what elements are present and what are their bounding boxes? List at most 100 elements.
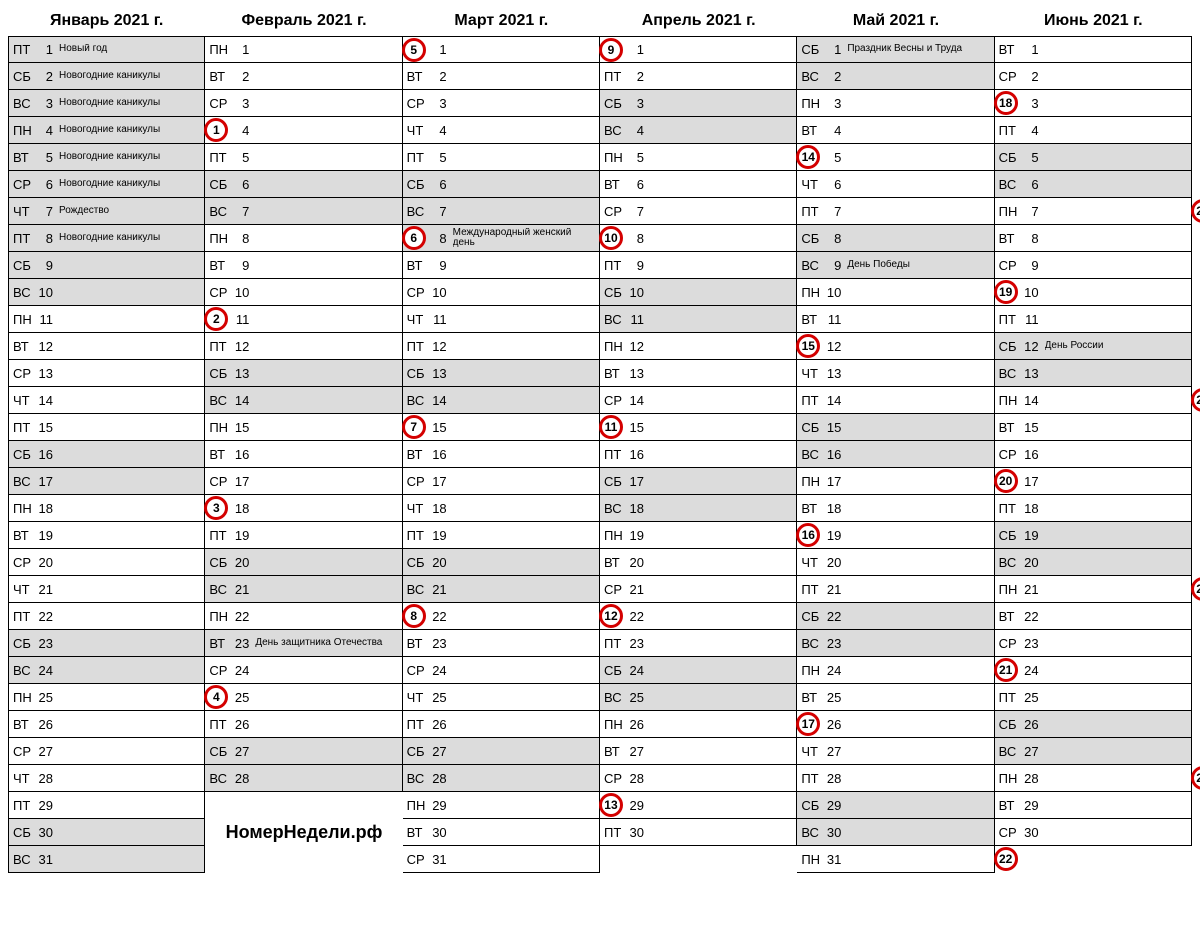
day-number: 28 xyxy=(37,771,59,786)
day-cell: ПН514 xyxy=(600,144,797,171)
day-number: 12 xyxy=(825,339,847,354)
day-number: 14 xyxy=(825,393,847,408)
day-of-week: ЧТ xyxy=(407,123,431,138)
day-of-week: СР xyxy=(13,177,37,192)
month-column: Апрель 2021 г.ЧТ1ПТ2СБ3ВС4ПН514ВТ6СР7ЧТ8… xyxy=(600,8,797,873)
day-number: 9 xyxy=(628,258,650,273)
day-number: 1 xyxy=(825,42,847,57)
day-number: 14 xyxy=(431,393,453,408)
day-number: 20 xyxy=(1023,555,1045,570)
day-of-week: СР xyxy=(999,447,1023,462)
day-of-week: ВТ xyxy=(999,609,1023,624)
day-cell: ПТ5 xyxy=(403,144,600,171)
day-of-week: ВС xyxy=(999,555,1023,570)
day-cell: ПТ22 xyxy=(8,603,205,630)
day-number: 9 xyxy=(825,258,847,273)
week-number-badge: 5 xyxy=(402,38,426,62)
day-of-week: ПТ xyxy=(604,447,628,462)
day-cell: ПТ12 xyxy=(205,333,402,360)
day-cell: СР13 xyxy=(8,360,205,387)
day-cell: ПТ16 xyxy=(600,441,797,468)
day-number: 3 xyxy=(37,96,59,111)
day-number: 20 xyxy=(628,555,650,570)
day-cell: ВТ23День защитника Отечества xyxy=(205,630,402,657)
day-cell: ВТ15 xyxy=(995,414,1192,441)
week-number-badge: 3 xyxy=(204,496,228,520)
week-number-badge: 7 xyxy=(402,415,426,439)
day-number: 15 xyxy=(233,420,255,435)
day-number: 23 xyxy=(233,636,255,651)
day-cell: СР5 xyxy=(797,144,994,171)
day-number: 3 xyxy=(431,96,453,111)
day-number: 31 xyxy=(37,852,59,867)
week-number-badge: 23 xyxy=(1191,199,1200,223)
day-of-week: ЧТ xyxy=(801,177,825,192)
day-number: 1 xyxy=(37,42,59,57)
day-number: 26 xyxy=(37,717,59,732)
day-cell: ПН15 xyxy=(205,36,402,63)
day-cell: ВТ30 xyxy=(403,819,600,846)
day-of-week: ВС xyxy=(801,69,825,84)
day-of-week: СБ xyxy=(407,744,431,759)
day-cell: ВС9День Победы xyxy=(797,252,994,279)
day-number: 3 xyxy=(1023,96,1045,111)
week-number-badge: 1 xyxy=(204,118,228,142)
day-number: 1 xyxy=(628,42,650,57)
day-of-week: ВС xyxy=(209,771,233,786)
day-cell: ПТ8Новогодние каникулы xyxy=(8,225,205,252)
day-of-week: ВС xyxy=(604,501,628,516)
day-of-week: ПН xyxy=(209,420,233,435)
day-cell: ВТ16 xyxy=(205,441,402,468)
day-of-week: ВС xyxy=(604,690,628,705)
day-number: 24 xyxy=(37,663,59,678)
day-number: 2 xyxy=(1023,69,1045,84)
day-number: 8 xyxy=(1023,231,1045,246)
day-cell: ПТ19 xyxy=(205,522,402,549)
day-number: 25 xyxy=(431,690,453,705)
day-of-week: ЧТ xyxy=(13,582,37,597)
day-of-week: ПТ xyxy=(604,825,628,840)
day-cell: СБ29 xyxy=(797,792,994,819)
day-cell: ВС10 xyxy=(8,279,205,306)
day-of-week: ПТ xyxy=(209,717,233,732)
day-cell: ПТ25 xyxy=(995,684,1192,711)
day-cell: ВТ5Новогодние каникулы xyxy=(8,144,205,171)
week-number-badge: 14 xyxy=(796,145,820,169)
day-number: 9 xyxy=(233,258,255,273)
day-number: 25 xyxy=(1023,690,1045,705)
day-of-week: ВТ xyxy=(604,555,628,570)
day-cell: ПТ29 xyxy=(8,792,205,819)
day-of-week: ПН xyxy=(407,798,431,813)
day-number: 30 xyxy=(37,825,59,840)
day-cell: ПН1019 xyxy=(797,279,994,306)
day-number: 4 xyxy=(431,123,453,138)
day-cell: ВС4 xyxy=(600,117,797,144)
day-of-week: ВТ xyxy=(209,69,233,84)
day-cell: ПТ12 xyxy=(403,333,600,360)
month-title: Январь 2021 г. xyxy=(8,8,205,36)
day-number: 18 xyxy=(37,501,59,516)
day-cell: ПН254 xyxy=(8,684,205,711)
day-cell: СР23 xyxy=(995,630,1192,657)
day-cell: СР3 xyxy=(403,90,600,117)
day-of-week: СР xyxy=(13,744,37,759)
day-of-week: ПН xyxy=(999,204,1023,219)
day-number: 8 xyxy=(431,231,453,246)
day-of-week: ВС xyxy=(999,366,1023,381)
day-cell: ВТ12 xyxy=(8,333,205,360)
day-number: 24 xyxy=(233,663,255,678)
day-of-week: ВС xyxy=(209,204,233,219)
day-of-week: ПН xyxy=(801,96,825,111)
day-cell: СБ5 xyxy=(995,144,1192,171)
day-cell: СБ6 xyxy=(403,171,600,198)
day-cell: ВС27 xyxy=(995,738,1192,765)
day-number: 11 xyxy=(431,312,453,327)
day-cell: ВС3Новогодние каникулы xyxy=(8,90,205,117)
day-cell: ВС14 xyxy=(403,387,600,414)
day-of-week: ВТ xyxy=(13,339,37,354)
day-cell: ВС2 xyxy=(797,63,994,90)
day-number: 4 xyxy=(1023,123,1045,138)
day-number: 7 xyxy=(431,204,453,219)
day-cell: ВТ26 xyxy=(8,711,205,738)
day-number: 19 xyxy=(628,528,650,543)
